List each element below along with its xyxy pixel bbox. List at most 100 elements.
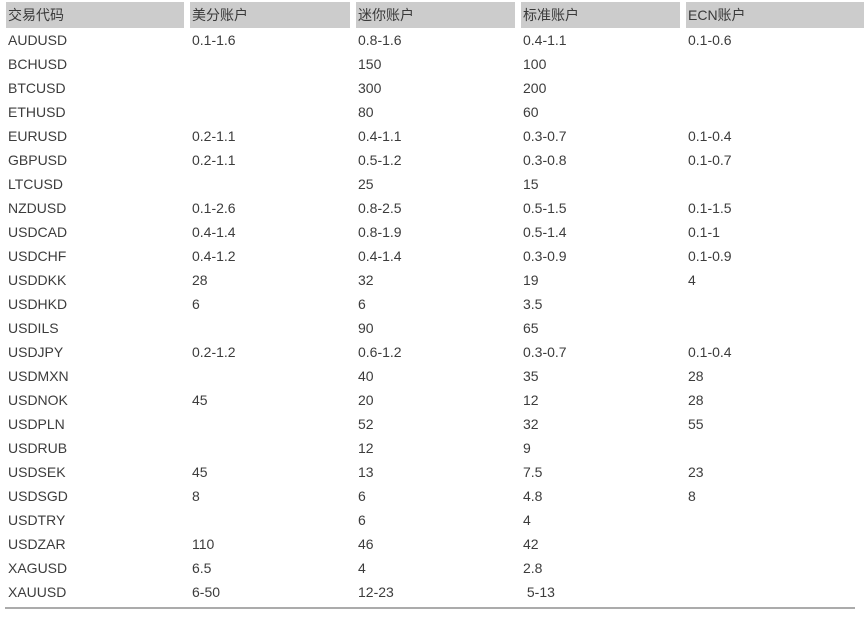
table-row: BCHUSD 150 100 bbox=[6, 52, 864, 76]
cell-mini: 25 bbox=[356, 172, 515, 196]
cell-cent bbox=[190, 412, 350, 436]
spread-table: 交易代码 美分账户 迷你账户 标准账户 ECN账户 AUDUSD 0.1-1.6 0.8-1… bbox=[0, 2, 864, 604]
cell-standard: 60 bbox=[521, 100, 680, 124]
cell-ecn bbox=[686, 532, 864, 556]
cell-mini: 6 bbox=[356, 508, 515, 532]
cell-ecn bbox=[686, 316, 864, 340]
cell-symbol: USDJPY bbox=[6, 340, 184, 364]
table-row: USDSEK 45 13 7.5 23 bbox=[6, 460, 864, 484]
cell-standard: 12 bbox=[521, 388, 680, 412]
cell-standard: 0.5-1.5 bbox=[521, 196, 680, 220]
cell-ecn: 55 bbox=[686, 412, 864, 436]
column-header-standard: 标准账户 bbox=[521, 2, 680, 28]
cell-symbol: USDSEK bbox=[6, 460, 184, 484]
cell-mini: 300 bbox=[356, 76, 515, 100]
cell-ecn bbox=[686, 580, 864, 604]
column-header-symbol: 交易代码 bbox=[6, 2, 184, 28]
cell-ecn: 4 bbox=[686, 268, 864, 292]
cell-standard: 200 bbox=[521, 76, 680, 100]
cell-cent: 0.1-1.6 bbox=[190, 28, 350, 52]
cell-symbol: USDNOK bbox=[6, 388, 184, 412]
table-row: USDJPY 0.2-1.2 0.6-1.2 0.3-0.7 0.1-0.4 bbox=[6, 340, 864, 364]
cell-symbol: XAUUSD bbox=[6, 580, 184, 604]
cell-standard: 42 bbox=[521, 532, 680, 556]
table-row: USDDKK 28 32 19 4 bbox=[6, 268, 864, 292]
cell-standard: 35 bbox=[521, 364, 680, 388]
cell-ecn bbox=[686, 100, 864, 124]
table-body: AUDUSD 0.1-1.6 0.8-1.6 0.4-1.1 0.1-0.6 BCHUSD… bbox=[6, 28, 864, 604]
cell-cent: 0.4-1.4 bbox=[190, 220, 350, 244]
cell-mini: 0.8-2.5 bbox=[356, 196, 515, 220]
table-row: BTCUSD 300 200 bbox=[6, 76, 864, 100]
cell-mini: 6 bbox=[356, 484, 515, 508]
cell-ecn bbox=[686, 436, 864, 460]
cell-ecn: 0.1-0.9 bbox=[686, 244, 864, 268]
column-header-mini: 迷你账户 bbox=[356, 2, 515, 28]
cell-standard: 15 bbox=[521, 172, 680, 196]
table-row: EURUSD 0.2-1.1 0.4-1.1 0.3-0.7 0.1-0.4 bbox=[6, 124, 864, 148]
cell-cent bbox=[190, 436, 350, 460]
cell-mini: 20 bbox=[356, 388, 515, 412]
cell-cent bbox=[190, 508, 350, 532]
cell-symbol: XAGUSD bbox=[6, 556, 184, 580]
cell-cent bbox=[190, 364, 350, 388]
cell-mini: 0.5-1.2 bbox=[356, 148, 515, 172]
cell-symbol: USDCAD bbox=[6, 220, 184, 244]
cell-ecn: 0.1-1.5 bbox=[686, 196, 864, 220]
table-row: USDTRY 6 4 bbox=[6, 508, 864, 532]
cell-ecn: 8 bbox=[686, 484, 864, 508]
cell-mini: 0.8-1.9 bbox=[356, 220, 515, 244]
cell-mini: 0.8-1.6 bbox=[356, 28, 515, 52]
cell-mini: 12-23 bbox=[356, 580, 515, 604]
cell-standard: 2.8 bbox=[521, 556, 680, 580]
cell-ecn: 0.1-0.4 bbox=[686, 124, 864, 148]
cell-ecn bbox=[686, 76, 864, 100]
cell-ecn: 0.1-0.4 bbox=[686, 340, 864, 364]
cell-symbol: USDRUB bbox=[6, 436, 184, 460]
cell-standard: 65 bbox=[521, 316, 680, 340]
table-row: USDCAD 0.4-1.4 0.8-1.9 0.5-1.4 0.1-1 bbox=[6, 220, 864, 244]
cell-standard: 4 bbox=[521, 508, 680, 532]
header-row: 交易代码 美分账户 迷你账户 标准账户 ECN账户 bbox=[6, 2, 864, 28]
cell-symbol: BTCUSD bbox=[6, 76, 184, 100]
cell-cent bbox=[190, 172, 350, 196]
cell-standard: 32 bbox=[521, 412, 680, 436]
table-row: USDNOK 45 20 12 28 bbox=[6, 388, 864, 412]
cell-cent: 0.1-2.6 bbox=[190, 196, 350, 220]
cell-standard: 0.3-0.7 bbox=[521, 340, 680, 364]
cell-symbol: AUDUSD bbox=[6, 28, 184, 52]
cell-mini: 12 bbox=[356, 436, 515, 460]
table-row: USDILS 90 65 bbox=[6, 316, 864, 340]
cell-ecn bbox=[686, 556, 864, 580]
cell-symbol: USDPLN bbox=[6, 412, 184, 436]
cell-mini: 46 bbox=[356, 532, 515, 556]
table-header: 交易代码 美分账户 迷你账户 标准账户 ECN账户 bbox=[6, 2, 864, 28]
table-row: GBPUSD 0.2-1.1 0.5-1.2 0.3-0.8 0.1-0.7 bbox=[6, 148, 864, 172]
table-row: USDSGD 8 6 4.8 8 bbox=[6, 484, 864, 508]
cell-symbol: USDDKK bbox=[6, 268, 184, 292]
cell-standard: 4.8 bbox=[521, 484, 680, 508]
cell-mini: 32 bbox=[356, 268, 515, 292]
cell-mini: 4 bbox=[356, 556, 515, 580]
table-bottom-rule bbox=[5, 607, 855, 609]
table-row: USDCHF 0.4-1.2 0.4-1.4 0.3-0.9 0.1-0.9 bbox=[6, 244, 864, 268]
cell-symbol: USDCHF bbox=[6, 244, 184, 268]
table-row: AUDUSD 0.1-1.6 0.8-1.6 0.4-1.1 0.1-0.6 bbox=[6, 28, 864, 52]
cell-ecn: 0.1-0.6 bbox=[686, 28, 864, 52]
cell-symbol: BCHUSD bbox=[6, 52, 184, 76]
cell-standard: 7.5 bbox=[521, 460, 680, 484]
cell-cent: 6-50 bbox=[190, 580, 350, 604]
cell-ecn: 0.1-1 bbox=[686, 220, 864, 244]
table-row: ETHUSD 80 60 bbox=[6, 100, 864, 124]
cell-cent: 6 bbox=[190, 292, 350, 316]
cell-standard: 5-13 bbox=[521, 580, 680, 604]
cell-mini: 13 bbox=[356, 460, 515, 484]
column-header-cent: 美分账户 bbox=[190, 2, 350, 28]
cell-standard: 19 bbox=[521, 268, 680, 292]
cell-cent: 45 bbox=[190, 460, 350, 484]
cell-mini: 80 bbox=[356, 100, 515, 124]
cell-ecn: 0.1-0.7 bbox=[686, 148, 864, 172]
cell-mini: 150 bbox=[356, 52, 515, 76]
cell-cent bbox=[190, 100, 350, 124]
cell-cent: 8 bbox=[190, 484, 350, 508]
